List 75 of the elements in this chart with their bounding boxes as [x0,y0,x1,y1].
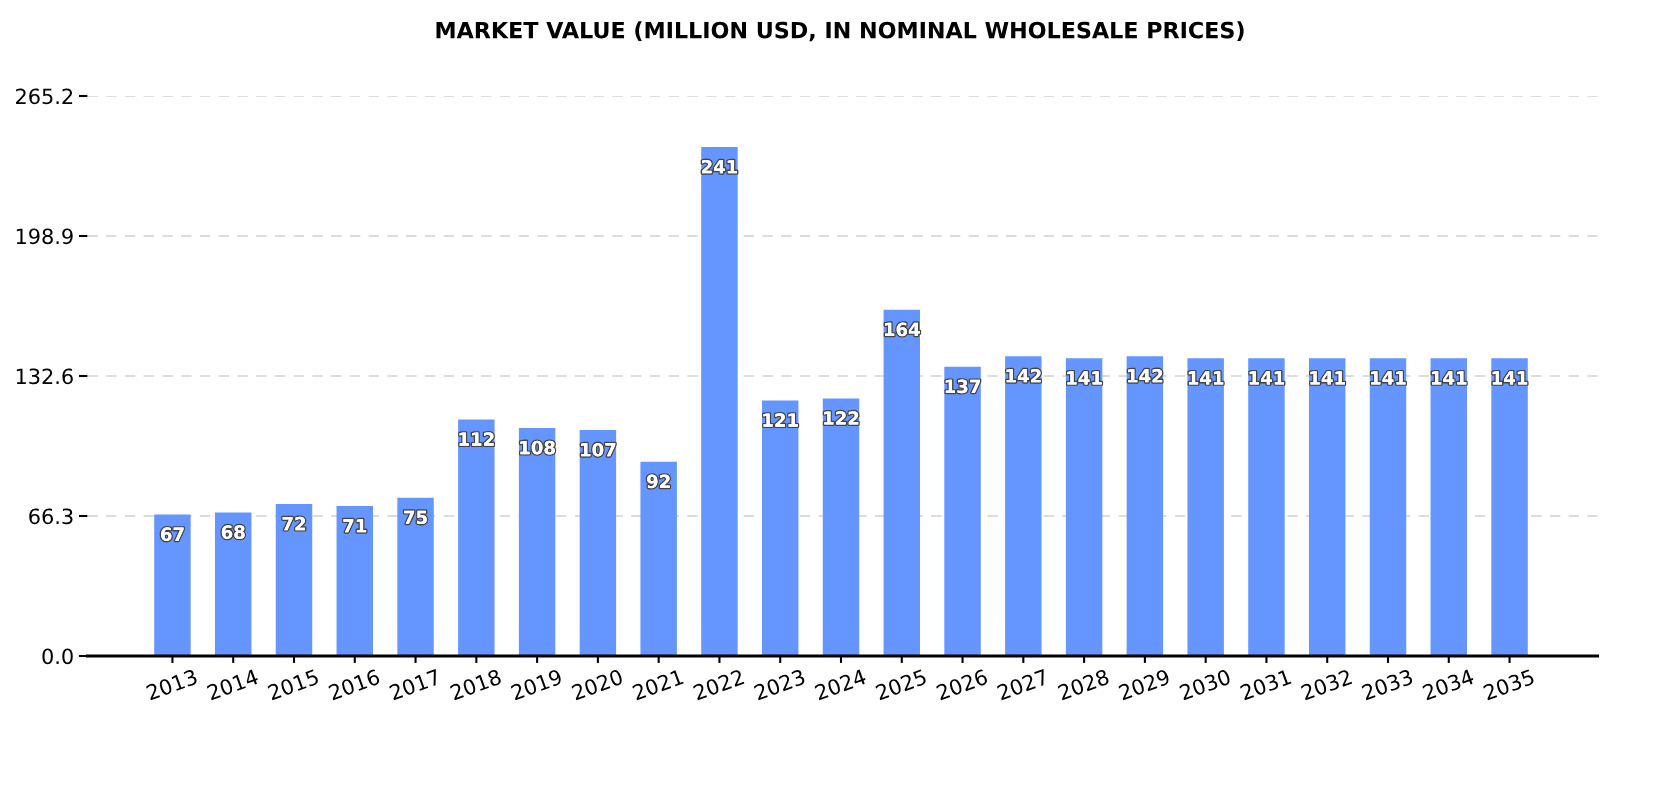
x-tick-label: 2023 [753,668,806,701]
x-tick-label: 2031 [1239,668,1292,701]
x-tick-label: 2025 [874,668,928,701]
chart-title: MARKET VALUE (MILLION USD, IN NOMINAL WHOLESALE PRICES) [436,21,1244,42]
data-label: 142 [1006,368,1041,383]
bar [154,514,191,656]
bar [1369,358,1407,656]
x-tick-label: 2021 [631,668,684,701]
x-tick-label: 2032 [1300,668,1353,701]
bar [336,506,374,656]
bar [883,309,921,656]
x-tick-label: 2026 [935,668,989,701]
data-label: 75 [404,510,427,525]
x-tick-label: 2017 [388,668,441,701]
data-label: 92 [647,474,670,489]
bar [397,497,434,656]
bar [1126,356,1164,656]
bar [1491,358,1528,656]
y-tick-label: 265.2 [16,88,73,105]
data-label: 164 [884,322,920,337]
x-tick-label: 2033 [1361,668,1414,701]
y-tick-label: 66.3 [29,508,73,525]
bar [458,419,495,656]
data-label: 241 [702,159,738,174]
data-label: 141 [1371,371,1406,385]
data-label: 107 [581,442,616,457]
data-label: 141 [1188,371,1224,385]
bar [701,147,738,656]
bar [1065,358,1103,656]
data-label: 141 [1310,371,1345,385]
y-tick-label: 0.0 [42,648,73,665]
data-label: 122 [824,411,859,425]
x-tick-label: 2019 [510,668,563,701]
data-label: 121 [763,413,798,427]
data-label: 141 [1492,371,1528,385]
bar [275,503,313,656]
data-label: 137 [945,379,980,394]
x-tick-label: 2014 [206,668,260,701]
x-tick-label: 2016 [327,668,381,701]
data-label: 112 [459,432,494,446]
bar [1005,356,1042,656]
x-tick-label: 2034 [1421,668,1475,701]
data-label: 72 [282,516,305,531]
bar [1430,358,1468,656]
x-tick-label: 2024 [814,668,867,701]
data-label: 68 [221,525,245,539]
bar [579,430,617,656]
x-tick-label: 2029 [1118,668,1171,701]
data-label: 141 [1249,371,1285,385]
data-label: 141 [1067,371,1102,385]
bar [1308,358,1346,656]
bar [640,461,677,656]
data-label: 108 [520,440,555,455]
bar [1187,358,1224,656]
x-tick-label: 2035 [1482,668,1535,701]
data-label: 141 [1431,371,1467,385]
bar [761,400,799,656]
bar [944,366,981,656]
x-tick-label: 2020 [571,668,624,701]
bar [214,512,252,656]
x-tick-label: 2013 [145,668,198,701]
data-label: 67 [161,527,184,541]
data-label: 71 [343,519,367,533]
bar [1248,358,1285,656]
y-tick-label: 198.9 [16,228,73,245]
x-tick-label: 2015 [267,668,320,701]
x-tick-label: 2028 [1057,668,1110,701]
x-tick-label: 2022 [692,668,745,701]
bar [518,427,556,656]
x-tick-label: 2027 [996,668,1049,701]
y-tick-label: 132.6 [16,368,73,385]
bar [822,398,860,656]
x-tick-label: 2018 [449,668,502,701]
data-label: 142 [1128,368,1163,383]
x-tick-label: 2030 [1178,668,1232,701]
